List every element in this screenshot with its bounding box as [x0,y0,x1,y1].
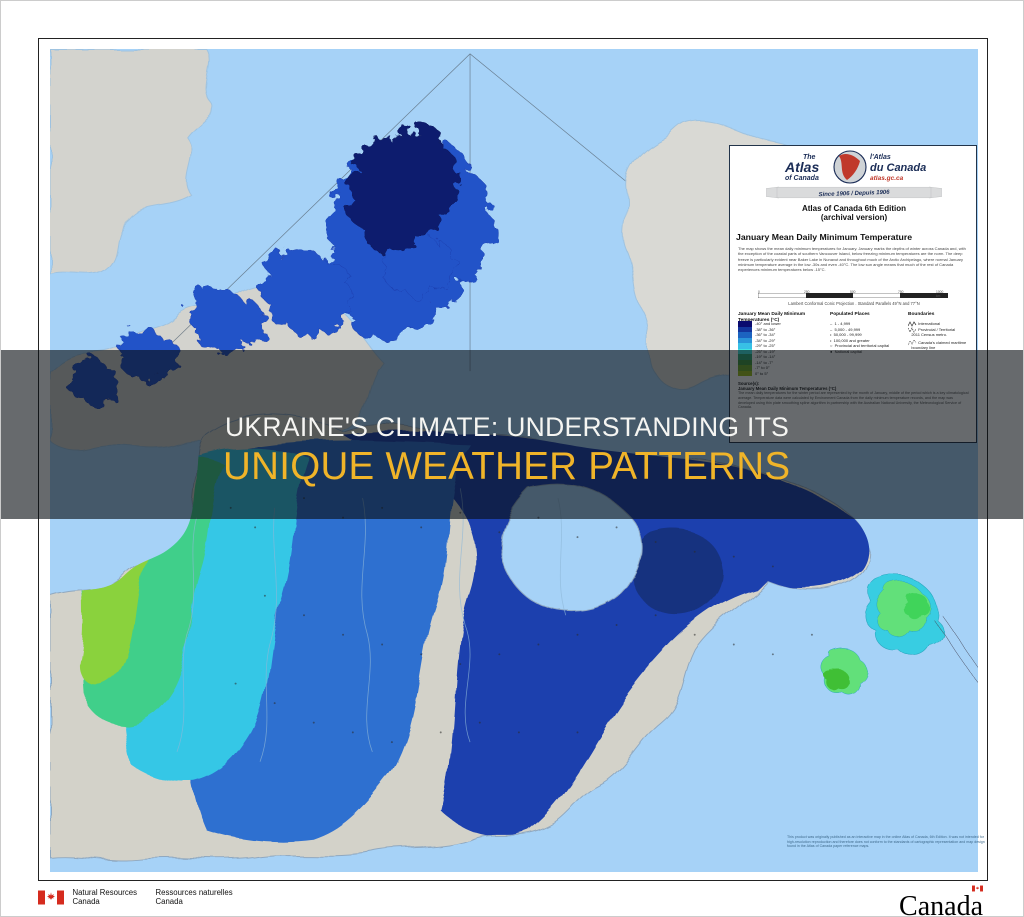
svg-text:atlas.gc.ca: atlas.gc.ca [870,175,904,182]
svg-text:du Canada: du Canada [870,162,926,174]
svg-text:of Canada: of Canada [785,175,819,182]
svg-text:l'Atlas: l'Atlas [870,154,891,161]
svg-text:Atlas: Atlas [784,159,819,175]
